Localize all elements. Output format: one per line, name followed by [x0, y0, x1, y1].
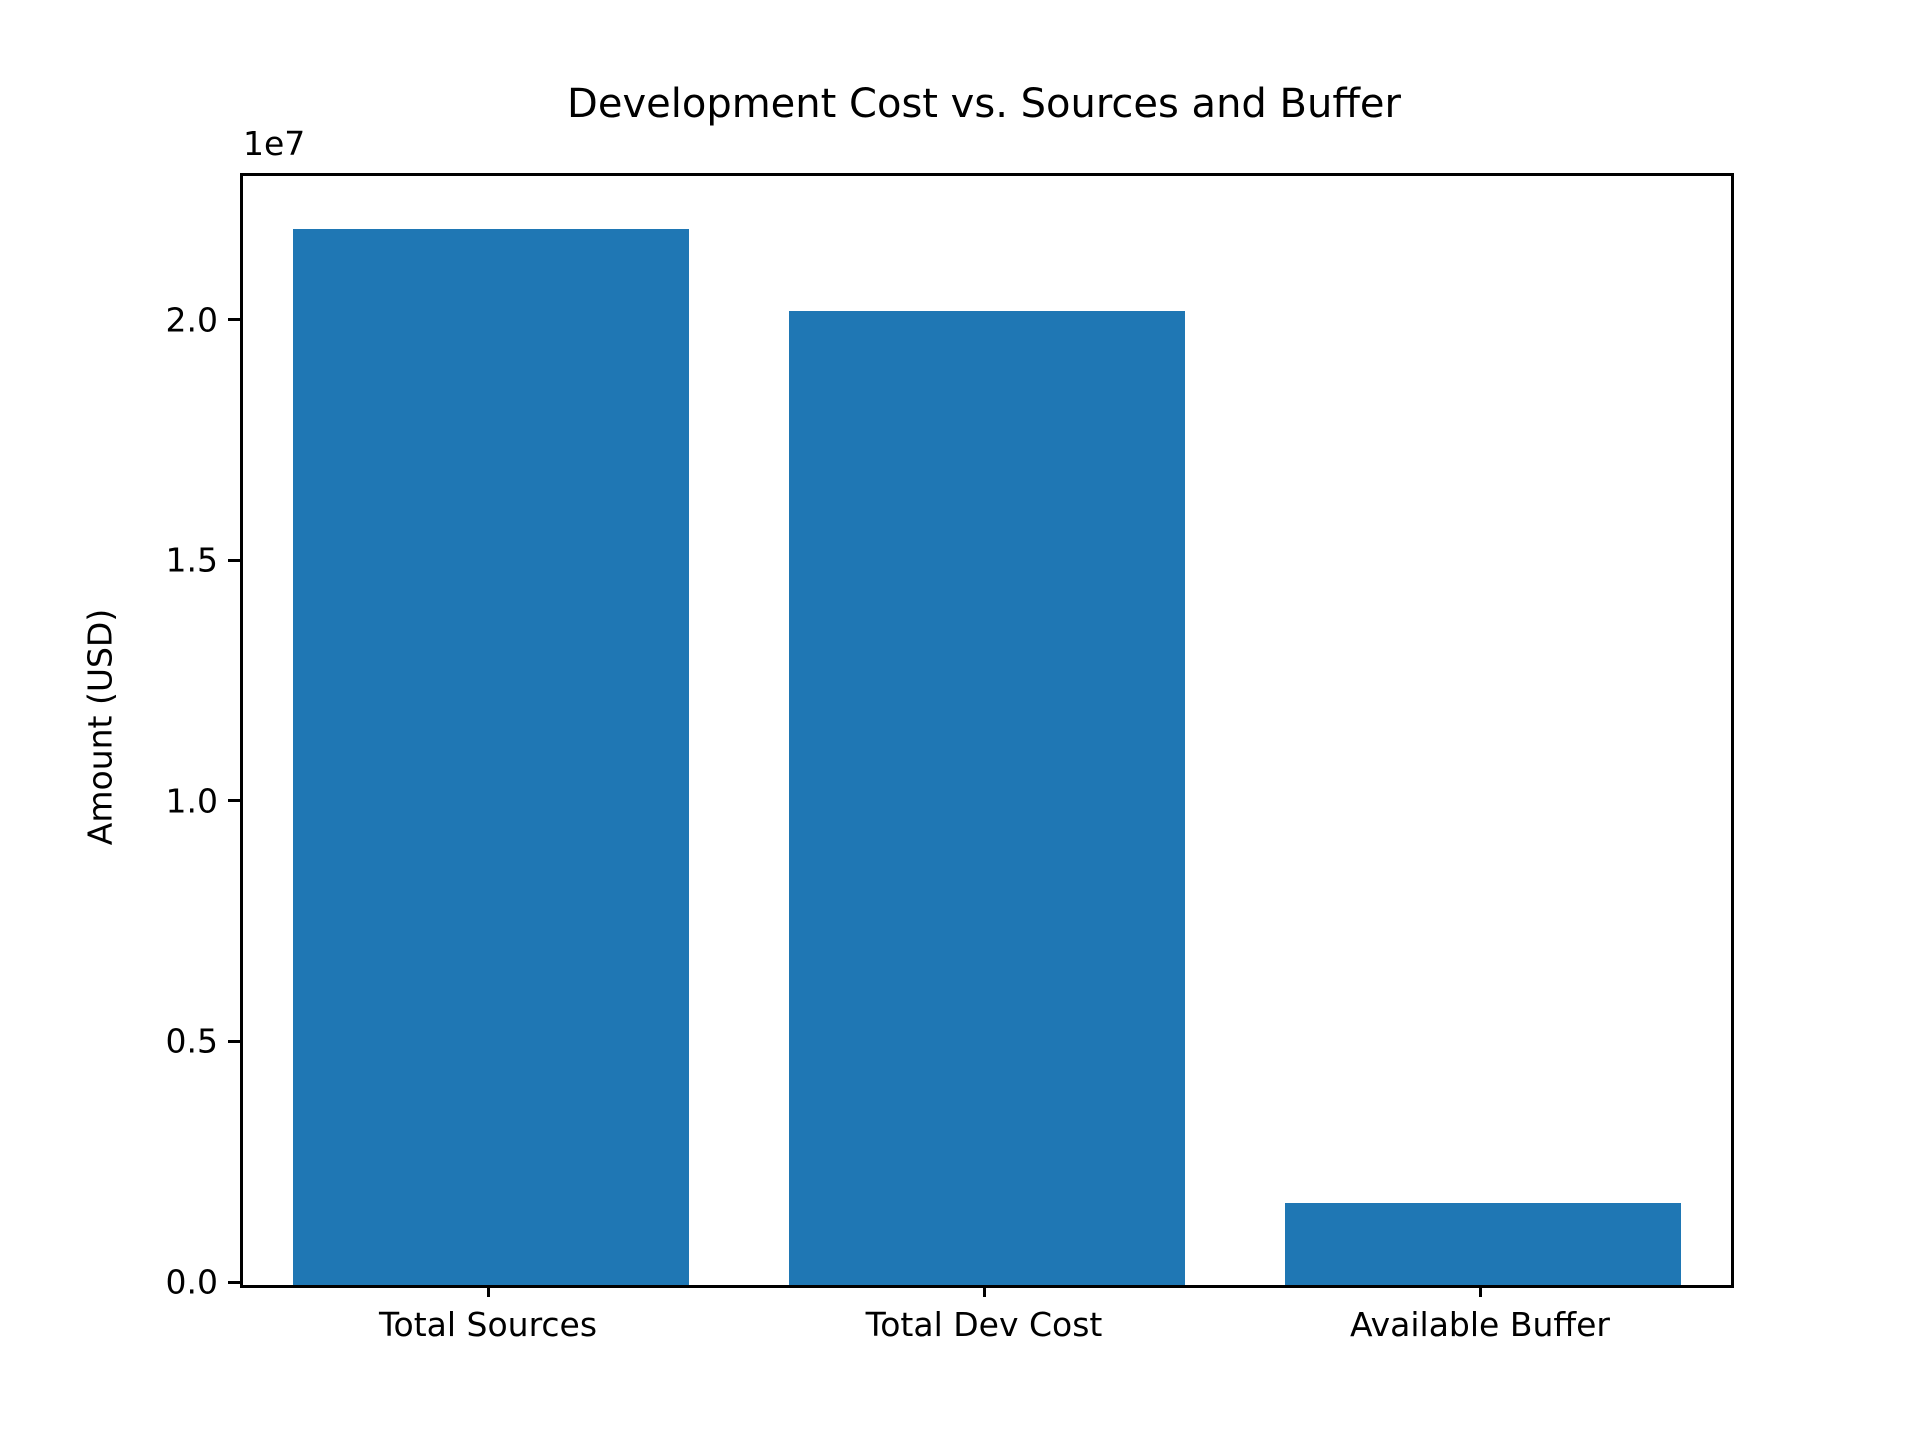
x-tick-mark	[982, 1285, 986, 1297]
y-tick-label: 0.0	[165, 1262, 218, 1302]
y-tick-label: 0.5	[165, 1021, 218, 1061]
x-tick-label: Available Buffer	[1349, 1305, 1611, 1344]
x-tick-label: Total Sources	[378, 1305, 598, 1344]
bar-available-buffer	[1284, 1203, 1682, 1285]
x-tick-mark	[1478, 1285, 1482, 1297]
y-tick-mark	[228, 318, 240, 322]
y-tick-mark	[228, 1280, 240, 1284]
x-tick-mark	[486, 1285, 490, 1297]
plot-area	[240, 173, 1734, 1288]
bar-total-sources	[292, 228, 690, 1285]
y-tick-mark	[228, 799, 240, 803]
x-tick-label: Total Dev Cost	[865, 1305, 1103, 1344]
y-tick-mark	[228, 558, 240, 562]
y-axis-offset-text: 1e7	[243, 124, 306, 163]
y-tick-mark	[228, 1039, 240, 1043]
y-tick-label: 1.0	[165, 781, 218, 821]
y-tick-label: 1.5	[165, 540, 218, 580]
y-tick-label: 2.0	[165, 300, 218, 340]
chart-title: Development Cost vs. Sources and Buffer	[567, 81, 1401, 127]
bar-total-dev-cost	[788, 310, 1186, 1285]
